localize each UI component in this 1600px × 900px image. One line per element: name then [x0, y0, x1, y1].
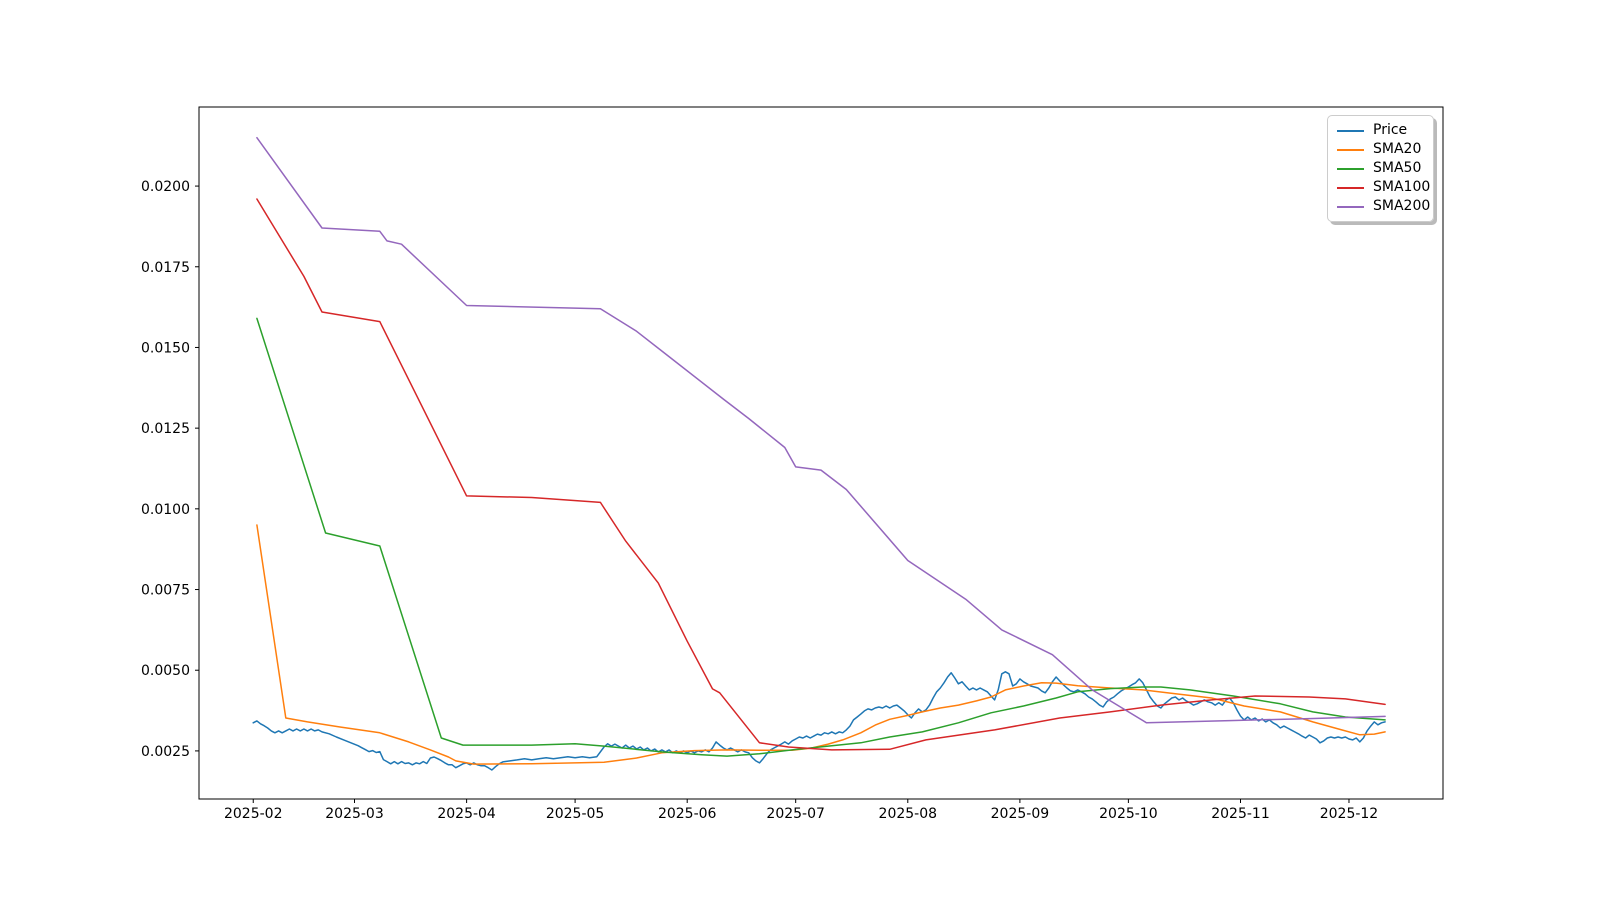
legend-entry-sma50: SMA50 — [1337, 159, 1425, 178]
x-tick-label: 2025-11 — [1211, 806, 1270, 822]
y-tick-label: 0.0150 — [141, 340, 190, 356]
y-tick-label: 0.0025 — [141, 744, 190, 760]
y-tick-label: 0.0050 — [141, 663, 190, 679]
x-tick-label: 2025-02 — [224, 806, 283, 822]
y-tick-label: 0.0200 — [141, 179, 190, 195]
legend: Price SMA20 SMA50 SMA100 SMA200 — [1327, 115, 1434, 222]
legend-label-sma200: SMA200 — [1373, 198, 1431, 214]
x-tick-label: 2025-09 — [991, 806, 1050, 822]
sma200-line — [256, 136, 1386, 724]
legend-label-sma20: SMA20 — [1373, 141, 1422, 157]
series-lines — [252, 136, 1386, 771]
x-tick-label: 2025-03 — [325, 806, 384, 822]
y-tick-label: 0.0175 — [141, 260, 190, 276]
x-tick-label: 2025-04 — [437, 806, 496, 822]
x-tick-label: 2025-06 — [658, 806, 717, 822]
sma20-line-swatch — [1337, 148, 1364, 151]
sma50-line-swatch — [1337, 167, 1364, 170]
x-tick-label: 2025-07 — [766, 806, 825, 822]
legend-label-price: Price — [1373, 122, 1408, 138]
legend-label-sma50: SMA50 — [1373, 160, 1422, 176]
plot-border-rect — [198, 106, 1444, 800]
legend-entry-price: Price — [1337, 121, 1425, 140]
sma100-line — [256, 198, 1386, 751]
x-tick-label: 2025-05 — [546, 806, 605, 822]
x-tick-label: 2025-10 — [1099, 806, 1158, 822]
sma20-line — [256, 524, 1386, 765]
x-tick-label: 2025-08 — [879, 806, 938, 822]
legend-entry-sma20: SMA20 — [1337, 140, 1425, 159]
y-tick-label: 0.0075 — [141, 583, 190, 599]
y-tick-label: 0.0100 — [141, 502, 190, 518]
legend-entry-sma100: SMA100 — [1337, 178, 1430, 197]
sma100-line-swatch — [1337, 186, 1364, 189]
price-line-swatch — [1337, 129, 1364, 132]
x-axis: 2025-02 2025-03 2025-04 2025-05 2025-06 2025-… — [224, 799, 1378, 822]
y-tick-label: 0.0125 — [141, 421, 190, 437]
price-line — [252, 671, 1386, 771]
y-axis: 0.0025 0.0050 0.0075 0.0100 0.0125 0.0150 0.01… — [141, 179, 199, 760]
legend-label-sma100: SMA100 — [1373, 179, 1431, 195]
sma50-line — [256, 317, 1386, 757]
legend-entry-sma200: SMA200 — [1337, 197, 1430, 216]
x-tick-label: 2025-12 — [1320, 806, 1379, 822]
sma200-line-swatch — [1337, 205, 1364, 208]
plot-border — [198, 106, 1444, 800]
